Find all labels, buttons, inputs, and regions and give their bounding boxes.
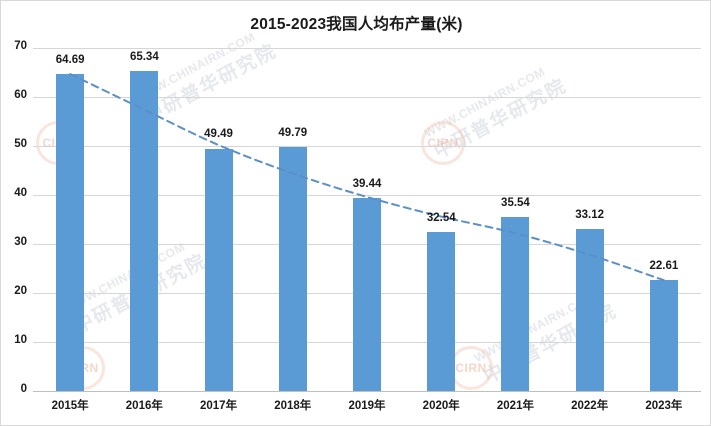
y-axis-tick-label: 50 <box>14 138 27 150</box>
bar[interactable] <box>278 147 307 391</box>
x-axis-tick-label: 2018年 <box>274 400 312 412</box>
bar-value-label: 49.79 <box>278 127 308 140</box>
bar[interactable] <box>427 231 456 391</box>
y-axis-tick-label: 10 <box>14 334 27 346</box>
gridline <box>33 48 701 49</box>
bar[interactable] <box>56 74 85 391</box>
bar-value-label: 39.44 <box>352 177 382 190</box>
bar-value-label: 64.69 <box>55 54 85 67</box>
x-axis-tick-label: 2022年 <box>571 400 609 412</box>
x-axis-tick-label: 2019年 <box>348 400 386 412</box>
y-axis-tick-label: 70 <box>14 40 27 52</box>
bar-value-label: 65.34 <box>129 50 159 63</box>
y-axis-tick-label: 30 <box>14 236 27 248</box>
x-axis-tick-label: 2020年 <box>422 400 460 412</box>
bar-value-label: 22.61 <box>649 260 679 273</box>
y-axis-tick-label: 20 <box>14 285 27 297</box>
bar[interactable] <box>204 148 233 391</box>
x-axis-tick-label: 2021年 <box>496 400 534 412</box>
bar-value-label: 33.12 <box>575 208 605 221</box>
bar[interactable] <box>130 70 159 391</box>
bar[interactable] <box>575 228 604 391</box>
bar[interactable] <box>501 216 530 391</box>
y-axis-tick-label: 60 <box>14 89 27 101</box>
x-axis-tick-label: 2016年 <box>125 400 163 412</box>
y-axis-tick-label: 40 <box>14 187 27 199</box>
bar[interactable] <box>353 197 381 391</box>
chart-title: 2015-2023我国人均布产量(米) <box>250 16 463 33</box>
bar-value-label: 32.54 <box>426 211 456 224</box>
bar-value-label: 49.49 <box>204 128 233 141</box>
y-axis-tick-label: 0 <box>20 383 27 395</box>
bar[interactable] <box>649 280 678 391</box>
x-axis-tick-label: 2017年 <box>200 400 238 412</box>
x-axis-tick-label: 2023年 <box>645 400 683 412</box>
gridline <box>33 391 701 392</box>
bar-value-label: 35.54 <box>501 196 530 209</box>
x-axis-tick-label: 2015年 <box>51 400 89 412</box>
